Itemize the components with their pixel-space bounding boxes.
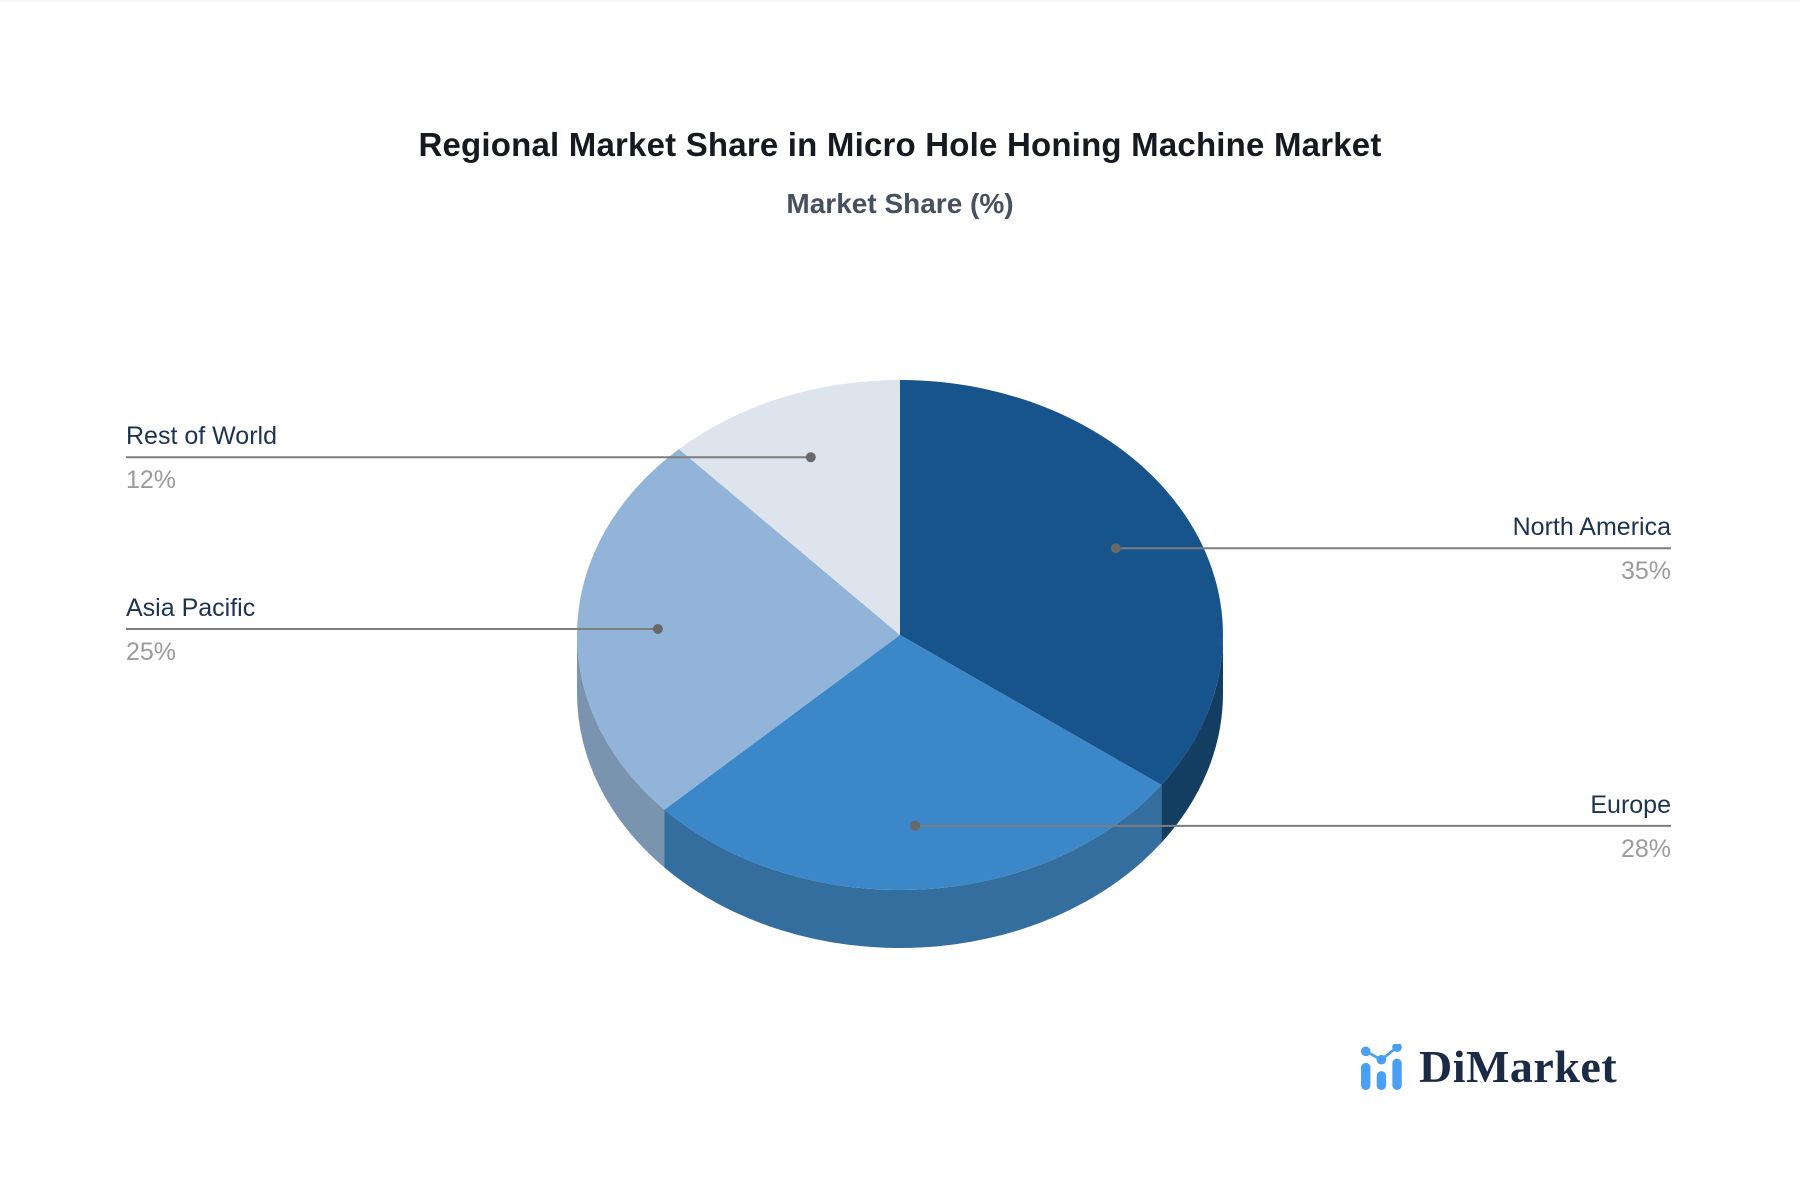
pie-slice-rest-of-world[interactable] <box>678 379 900 635</box>
bar-chart-logo-icon <box>1360 1043 1402 1090</box>
chart-subtitle: Market Share (%) <box>786 188 1014 219</box>
slice-pct-north-america: 35% <box>1621 557 1671 585</box>
leader-dot-north-america <box>1110 543 1121 554</box>
pie-slice-north-america[interactable] <box>900 380 1224 785</box>
pie-side-north-america <box>1161 635 1223 843</box>
slice-label-rest-of-world: Rest of World <box>126 422 277 450</box>
leader-dot-europe <box>910 820 921 831</box>
chart-title: Regional Market Share in Micro Hole Honi… <box>418 126 1382 163</box>
leader-dot-rest-of-world <box>805 452 816 463</box>
leader-dot-asia-pacific <box>652 624 663 634</box>
pie-side-europe <box>664 784 1162 949</box>
pie-side-asia-pacific <box>577 635 665 868</box>
slice-label-europe: Europe <box>1590 791 1671 819</box>
slice-label-asia-pacific: Asia Pacific <box>126 594 255 622</box>
slice-pct-europe: 28% <box>1621 835 1671 863</box>
slice-label-north-america: North America <box>1513 513 1671 541</box>
slice-pct-rest-of-world: 12% <box>126 466 176 494</box>
slice-pct-asia-pacific: 25% <box>126 638 176 666</box>
pie-slice-asia-pacific[interactable] <box>576 449 900 810</box>
logo-text: DiMarket <box>1419 1041 1618 1092</box>
dimarket-logo: DiMarket <box>1360 1040 1617 1093</box>
